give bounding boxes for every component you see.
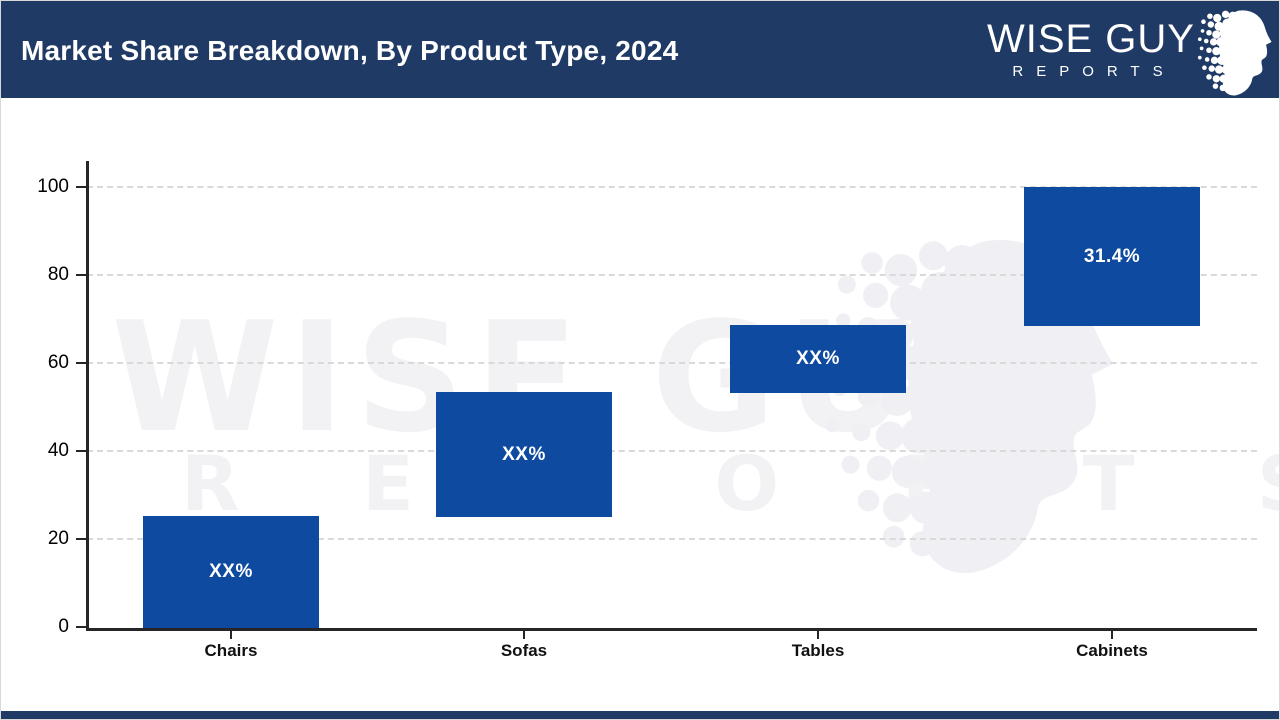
bar-value-label: XX% — [796, 348, 840, 370]
x-tick-mark — [523, 631, 525, 639]
x-tick-mark — [230, 631, 232, 639]
y-axis-spine — [86, 161, 89, 631]
watermark-text-line2: R E P O R T S — [181, 439, 1280, 528]
x-tick-mark — [1111, 631, 1113, 639]
head-profile-dots-icon — [1189, 7, 1275, 99]
x-axis-spine — [86, 628, 1257, 631]
y-tick-mark — [76, 186, 86, 188]
wise-guy-reports-logo: WISE GUY REPORTS — [987, 5, 1273, 95]
y-tick-label: 20 — [47, 528, 69, 549]
chart-title: Market Share Breakdown, By Product Type,… — [21, 35, 679, 66]
bar-chairs: XX% — [143, 516, 319, 628]
y-tick-label: 40 — [47, 440, 69, 461]
y-tick-label: 80 — [47, 264, 69, 285]
logo-subtitle: REPORTS — [1012, 63, 1176, 80]
x-tick-mark — [817, 631, 819, 639]
grid-line — [87, 362, 1257, 364]
y-tick-mark — [76, 626, 86, 628]
x-tick-label: Chairs — [204, 641, 258, 660]
y-tick-mark — [76, 274, 86, 276]
grid-line — [87, 538, 1257, 540]
grid-line — [87, 186, 1257, 188]
bar-value-label: XX% — [502, 443, 546, 465]
bar-cabinets: 31.4% — [1024, 187, 1200, 327]
y-tick-label: 0 — [58, 616, 69, 637]
logo-text: WISE GUY REPORTS — [987, 17, 1195, 81]
logo-wordmark: WISE GUY — [986, 17, 1195, 61]
x-tick-label: Tables — [791, 641, 845, 660]
y-tick-mark — [76, 362, 86, 364]
y-tick-mark — [76, 450, 86, 452]
grid-line — [87, 450, 1257, 452]
y-tick-mark — [76, 538, 86, 540]
footer-band — [1, 711, 1279, 719]
y-tick-label: 60 — [47, 352, 69, 373]
bar-value-label: 31.4% — [1083, 245, 1141, 267]
header-band: Market Share Breakdown, By Product Type,… — [1, 1, 1279, 98]
x-tick-label: Cabinets — [1076, 641, 1148, 660]
grid-line — [87, 274, 1257, 276]
x-tick-label: Sofas — [500, 641, 548, 660]
bar-value-label: XX% — [209, 561, 253, 583]
bar-sofas: XX% — [436, 392, 612, 518]
y-tick-label: 100 — [37, 176, 69, 197]
bar-tables: XX% — [730, 325, 906, 394]
